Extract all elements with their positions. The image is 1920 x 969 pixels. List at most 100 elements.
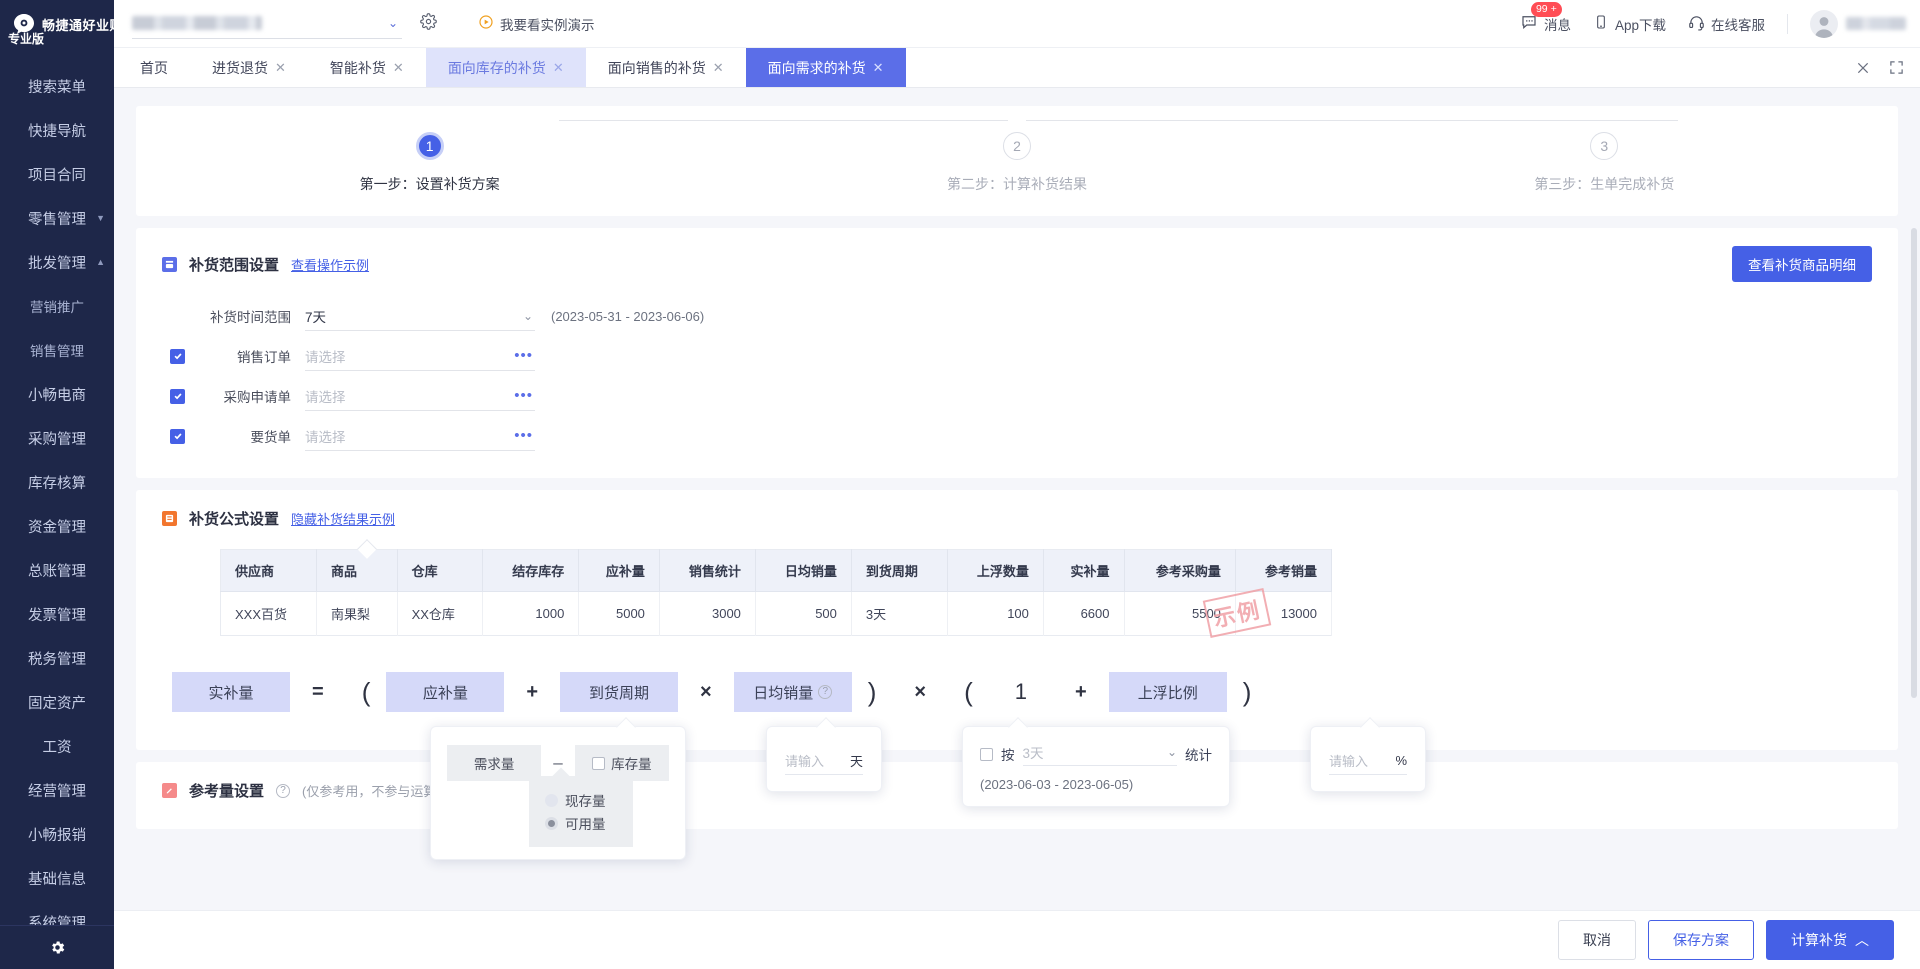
sidebar-item-4[interactable]: 批发管理 ▲ — [0, 240, 114, 284]
chevron-down-icon: ⌄ — [522, 308, 533, 323]
view-replenish-detail-button[interactable]: 查看补货商品明细 — [1732, 246, 1872, 282]
help-icon[interactable]: ? — [276, 783, 291, 798]
cancel-button[interactable]: 取消 — [1558, 920, 1636, 960]
example-table-cell: 5000 — [578, 591, 660, 636]
option-available-qty[interactable]: 可用量 — [545, 813, 633, 833]
range-row-select[interactable]: 请选择 ••• — [305, 341, 535, 371]
sidebar-item-10[interactable]: 资金管理 — [0, 504, 114, 548]
step-1[interactable]: 1 第一步：设置补货方案 — [136, 132, 723, 194]
sidebar-item-14[interactable]: 固定资产 — [0, 680, 114, 724]
range-row-checkbox[interactable] — [170, 428, 185, 444]
sidebar-item-18[interactable]: 基础信息 — [0, 856, 114, 900]
range-row-1: 采购申请单 请选择 ••• — [162, 376, 1872, 416]
chevron-down-icon: ▼ — [96, 213, 105, 223]
markup-ratio-input[interactable]: 请输入 % — [1329, 751, 1407, 775]
close-icon[interactable]: ✕ — [712, 59, 724, 75]
more-options-icon[interactable]: ••• — [514, 346, 533, 364]
stock-qty-checkbox[interactable] — [592, 756, 606, 770]
avg-sales-period-select[interactable]: 3天 ⌄ — [1022, 742, 1177, 766]
close-all-tabs-button[interactable] — [1855, 60, 1871, 76]
app-download-label: App下载 — [1614, 17, 1666, 33]
calculate-button[interactable]: 计算补货 ︿ — [1766, 920, 1894, 960]
sidebar-item-13[interactable]: 税务管理 — [0, 636, 114, 680]
sidebar-item-17[interactable]: 小畅报销 — [0, 812, 114, 856]
close-icon[interactable]: ✕ — [392, 59, 404, 75]
close-icon[interactable]: ✕ — [872, 59, 884, 75]
more-options-icon[interactable]: ••• — [514, 386, 533, 404]
user-menu[interactable] — [1810, 9, 1906, 38]
sidebar-settings-button[interactable] — [0, 925, 114, 969]
organization-select[interactable]: ⌄ — [132, 9, 402, 39]
range-row-select[interactable]: 请选择 ••• — [305, 381, 535, 411]
sidebar-item-9[interactable]: 库存核算 — [0, 460, 114, 504]
sidebar-item-label: 快捷导航 — [28, 123, 86, 140]
sidebar-item-label: 资金管理 — [28, 519, 86, 536]
formula-token-7[interactable]: 日均销量? — [733, 672, 852, 712]
range-row-select[interactable]: 请选择 ••• — [305, 421, 535, 451]
messages-label: 消息 — [1543, 17, 1571, 33]
step-3[interactable]: 3 第三步：生单完成补货 — [1311, 132, 1898, 194]
hide-example-link[interactable]: 隐藏补货结果示例 — [291, 512, 396, 527]
save-plan-button[interactable]: 保存方案 — [1648, 920, 1754, 960]
formula-token-5[interactable]: 到货周期 — [560, 672, 679, 712]
tab-3[interactable]: 面向库存的补货 ✕ — [425, 48, 586, 87]
sidebar-item-12[interactable]: 发票管理 — [0, 592, 114, 636]
sidebar-item-0[interactable]: 搜索菜单 — [0, 64, 114, 108]
tab-5[interactable]: 面向需求的补货 ✕ — [745, 48, 906, 87]
arrival-cycle-popover: 请输入 天 — [766, 726, 882, 792]
formula-paren-14: ) — [1242, 676, 1252, 707]
reference-section-note: (仅参考用，不参与运算) — [302, 784, 441, 799]
tab-4[interactable]: 面向销售的补货 ✕ — [586, 48, 746, 87]
settings-gear-button[interactable] — [416, 12, 440, 36]
sidebar-item-6[interactable]: 销售管理 — [0, 328, 114, 372]
sidebar-item-1[interactable]: 快捷导航 — [0, 108, 114, 152]
sidebar-item-label: 基础信息 — [28, 871, 86, 888]
demand-qty-token[interactable]: 需求量 — [447, 745, 542, 781]
option-existing-qty[interactable]: 现存量 — [545, 790, 633, 810]
sidebar-item-5[interactable]: 营销推广 — [0, 284, 114, 328]
messages-button[interactable]: 消息 99 + — [1520, 2, 1571, 34]
online-service-button[interactable]: 在线客服 — [1688, 14, 1765, 34]
time-range-select[interactable]: 7天 ⌄ — [305, 301, 535, 331]
option-available-qty-label: 可用量 — [565, 817, 606, 832]
sidebar-item-16[interactable]: 经营管理 — [0, 768, 114, 812]
formula-paren-2: ( — [361, 676, 371, 707]
formula-token-13[interactable]: 上浮比例 — [1108, 672, 1227, 712]
tab-0[interactable]: 首页 — [118, 48, 190, 87]
app-download-button[interactable]: App下载 — [1593, 14, 1666, 34]
range-row-label: 要货单 — [250, 430, 292, 445]
step-2[interactable]: 2 第二步：计算补货结果 — [723, 132, 1310, 194]
close-icon[interactable]: ✕ — [275, 59, 286, 75]
range-row-checkbox[interactable] — [170, 388, 185, 404]
example-table-header: 销售统计 — [659, 549, 756, 592]
demo-video-label: 我要看实例演示 — [500, 17, 595, 33]
range-row-checkbox[interactable] — [170, 348, 185, 364]
sidebar-item-2[interactable]: 项目合同 — [0, 152, 114, 196]
avg-sales-checkbox[interactable] — [980, 747, 993, 761]
demo-video-link[interactable]: 我要看实例演示 — [478, 14, 595, 34]
sidebar-item-7[interactable]: 小畅电商 — [0, 372, 114, 416]
tab-2[interactable]: 智能补货 ✕ — [308, 48, 426, 87]
sidebar-item-8[interactable]: 采购管理 — [0, 416, 114, 460]
arrival-cycle-input[interactable]: 请输入 天 — [785, 751, 863, 775]
range-example-link[interactable]: 查看操作示例 — [291, 257, 370, 273]
example-table-cell: 500 — [755, 591, 852, 636]
formula-section-icon — [162, 511, 177, 526]
sidebar-item-3[interactable]: 零售管理 ▼ — [0, 196, 114, 240]
formula-token-3[interactable]: 应补量 — [386, 672, 505, 712]
content-scrollbar[interactable] — [1911, 228, 1917, 698]
formula-num-11: 1 — [1014, 679, 1028, 704]
sidebar-item-19[interactable]: 系统管理 — [0, 900, 114, 926]
tab-label: 智能补货 — [329, 59, 386, 76]
more-options-icon[interactable]: ••• — [514, 426, 533, 444]
stock-qty-token[interactable]: 库存量 — [574, 745, 669, 781]
sidebar-item-15[interactable]: 工资 — [0, 724, 114, 768]
formula-token-0[interactable]: 实补量 — [172, 672, 290, 712]
page-content[interactable]: 1 第一步：设置补货方案 2 第二步：计算补货结果 3 第三步：生单完成补货 补货范围设置… — [114, 88, 1920, 910]
sidebar-item-11[interactable]: 总账管理 — [0, 548, 114, 592]
sidebar-item-label: 项目合同 — [28, 167, 86, 184]
close-icon[interactable]: ✕ — [552, 59, 564, 75]
help-icon[interactable]: ? — [818, 685, 833, 699]
tab-1[interactable]: 进货退货 ✕ — [190, 48, 308, 87]
fullscreen-button[interactable] — [1889, 60, 1904, 75]
